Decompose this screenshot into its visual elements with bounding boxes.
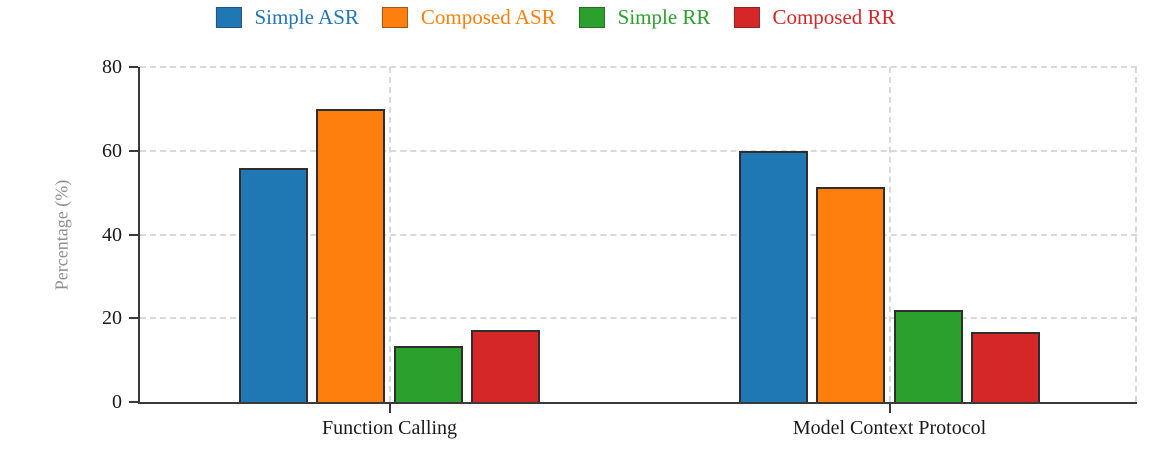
bar-function-calling-composed-asr: [316, 108, 386, 402]
x-tick-model-context-protocol: [888, 404, 891, 413]
bar-function-calling-simple-rr: [393, 345, 463, 402]
y-tick-label-20: 20: [102, 307, 122, 330]
x-axis-label-function-calling: Function Calling: [322, 417, 457, 439]
legend-swatch-simple-rr: [578, 6, 605, 28]
x-axis-label-model-context-protocol: Model Context Protocol: [792, 417, 987, 439]
y-tick-label-40: 40: [102, 223, 122, 246]
y-tick-80: [129, 66, 138, 68]
y-tick-0: [129, 401, 138, 403]
bar-model-context-protocol-composed-asr: [816, 186, 886, 402]
y-tick-40: [129, 233, 138, 236]
gridline-x-0: [388, 67, 391, 402]
legend-swatch-simple-asr: [215, 6, 242, 28]
gridline-y-20: [140, 317, 1137, 320]
legend-label-simple-asr: Simple ASR: [254, 5, 359, 29]
y-tick-label-80: 80: [102, 56, 122, 78]
gridline-y-80: [140, 66, 1137, 68]
gridline-y-60: [140, 149, 1137, 152]
gridline-x-1: [888, 67, 891, 402]
plot-area: [138, 66, 1137, 404]
legend-label-composed-asr: Composed ASR: [420, 5, 556, 29]
bar-function-calling-composed-rr: [471, 329, 541, 402]
gridline-y-40: [140, 233, 1137, 236]
legend-swatch-composed-rr: [733, 6, 760, 28]
bar-function-calling-simple-asr: [238, 167, 308, 402]
legend-label-composed-rr: Composed RR: [772, 5, 896, 29]
legend-swatch-composed-asr: [381, 6, 408, 28]
y-tick-label-60: 60: [102, 139, 122, 162]
bar-model-context-protocol-simple-rr: [893, 310, 963, 402]
y-tick-20: [129, 317, 138, 320]
gridline-x-2: [1135, 67, 1137, 402]
bar-model-context-protocol-simple-asr: [738, 150, 808, 402]
bar-model-context-protocol-composed-rr: [971, 331, 1041, 402]
legend-label-simple-rr: Simple RR: [617, 5, 711, 29]
legend-item-simple-asr: Simple ASR: [215, 5, 359, 29]
x-tick-function-calling: [388, 404, 391, 413]
legend-item-composed-asr: Composed ASR: [381, 5, 556, 29]
y-tick-60: [129, 149, 138, 152]
chart-legend: Simple ASR Composed ASR Simple RR Composed …: [215, 5, 896, 29]
legend-item-simple-rr: Simple RR: [578, 5, 711, 29]
y-tick-label-0: 0: [112, 391, 122, 413]
legend-item-composed-rr: Composed RR: [733, 5, 896, 29]
